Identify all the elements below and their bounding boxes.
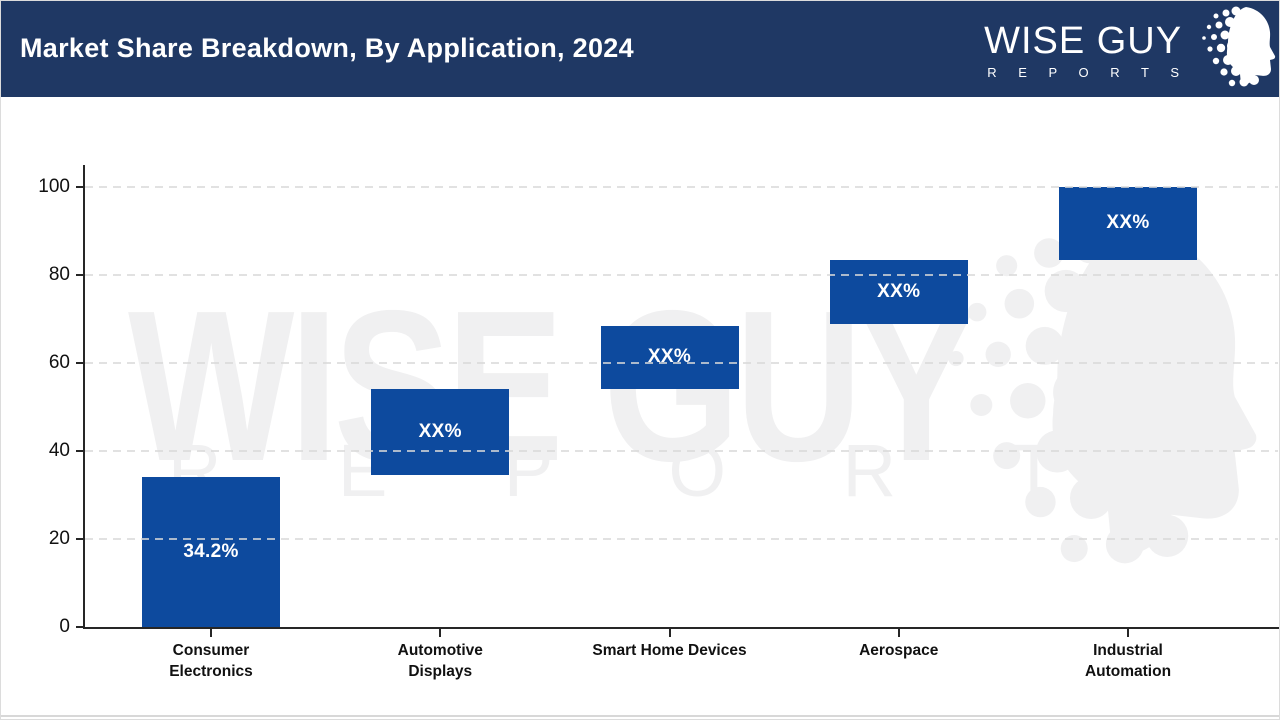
x-category-label: Automotive Displays	[397, 642, 483, 680]
gridline	[85, 362, 1278, 364]
page-title: Market Share Breakdown, By Application, …	[20, 33, 634, 63]
dotted-head-icon	[1202, 6, 1276, 87]
x-tick-mark	[668, 629, 671, 637]
bar-segment: 34.2%	[142, 476, 280, 627]
y-tick-mark	[76, 538, 83, 540]
watermark-dotted-head	[948, 225, 1257, 564]
y-tick-mark	[76, 450, 83, 452]
logo-subtitle: R E P O R T S	[987, 64, 1188, 80]
wise-guy-logo: WISE GUY R E P O R T S	[984, 0, 1280, 97]
bar-segment: XX%	[371, 389, 510, 476]
y-tick-label: 0	[59, 616, 70, 637]
bar-segment: XX%	[829, 259, 968, 325]
bar-segment: XX%	[600, 326, 739, 389]
bottom-divider	[0, 715, 1280, 717]
y-tick-label: 60	[48, 352, 70, 373]
x-tick-mark	[1127, 629, 1129, 637]
gridline	[85, 538, 1278, 540]
header-band: Market Share Breakdown, By Application, …	[0, 0, 1280, 97]
x-category-label: Smart Home Devices	[592, 642, 747, 659]
x-tick-mark	[439, 629, 442, 637]
x-tick-mark	[897, 629, 900, 637]
bar-value-label: 34.2%	[183, 540, 239, 562]
x-category-label: Consumer Electronics	[169, 642, 253, 680]
x-category-label: Industrial Automation	[1084, 642, 1172, 680]
y-tick-mark	[76, 362, 83, 364]
bar-value-label: XX%	[877, 280, 921, 302]
bar-segment: XX%	[1059, 187, 1197, 260]
gridline	[85, 186, 1278, 188]
bar-value-label: XX%	[647, 346, 692, 368]
y-tick-mark	[76, 274, 83, 276]
y-tick-label: 40	[48, 440, 70, 461]
y-tick-mark	[76, 626, 83, 628]
y-tick-mark	[76, 186, 83, 188]
y-axis-spine	[83, 165, 85, 629]
bar-value-label: XX%	[418, 421, 462, 443]
y-tick-label: 80	[48, 264, 70, 285]
gridline	[85, 274, 1278, 276]
gridline	[85, 450, 1278, 452]
y-tick-label: 100	[38, 176, 70, 197]
bar-value-label: XX%	[1106, 212, 1150, 234]
x-tick-mark	[210, 629, 212, 637]
x-category-label: Aerospace	[859, 642, 939, 659]
logo-text: WISE GUY R E P O R T S	[978, 20, 1188, 80]
x-axis-spine	[83, 627, 1280, 629]
logo-wordmark: WISE GUY	[984, 20, 1183, 62]
y-tick-label: 20	[48, 528, 70, 549]
